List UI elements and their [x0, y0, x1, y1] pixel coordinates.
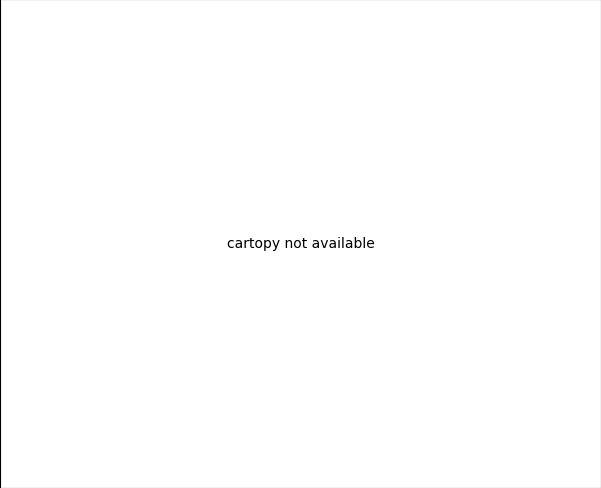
- Text: cartopy not available: cartopy not available: [227, 237, 374, 251]
